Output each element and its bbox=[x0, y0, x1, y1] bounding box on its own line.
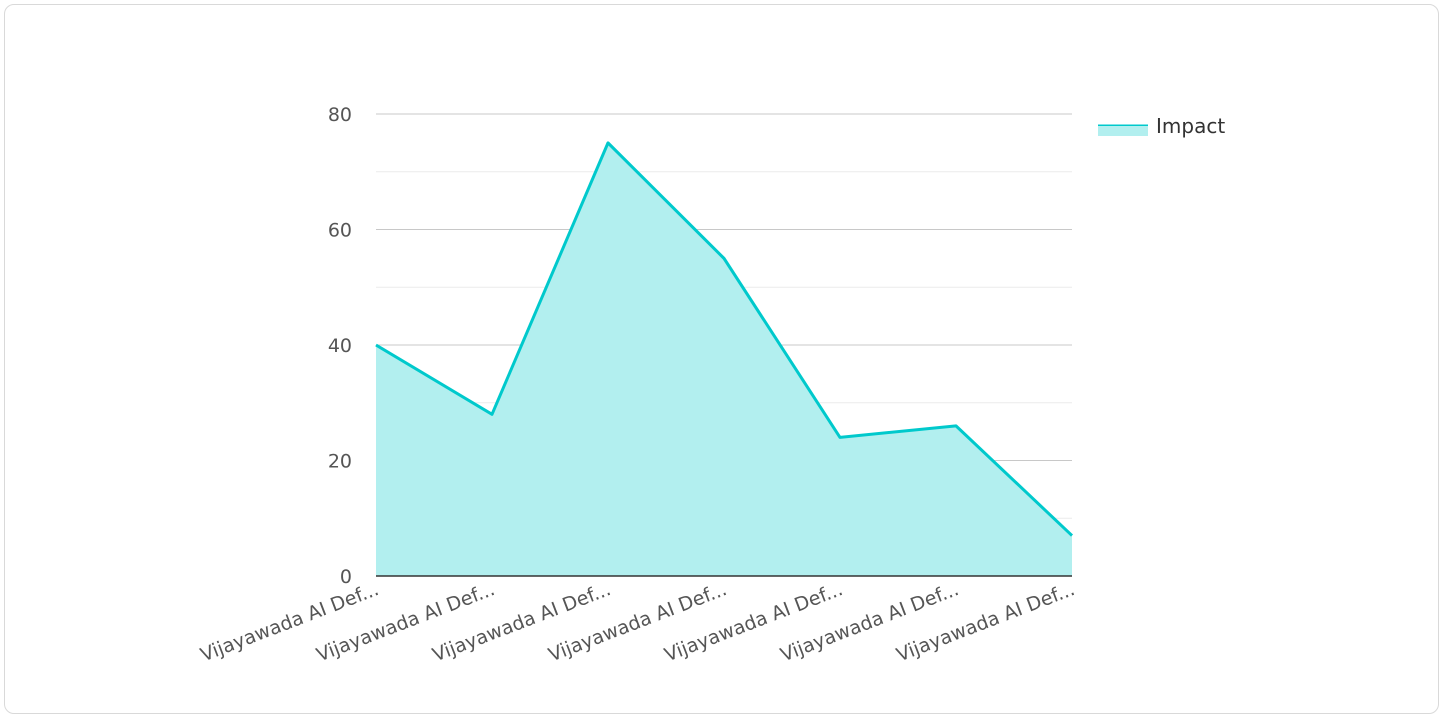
x-axis-tick-labels: Vijayawada AI Def...Vijayawada AI Def...… bbox=[197, 578, 1077, 666]
data-point[interactable] bbox=[951, 421, 961, 431]
y-tick-label: 60 bbox=[328, 220, 352, 242]
data-point[interactable] bbox=[371, 340, 381, 350]
data-point[interactable] bbox=[719, 253, 729, 263]
legend[interactable]: Impact bbox=[1098, 114, 1225, 138]
y-tick-label: 20 bbox=[328, 451, 352, 473]
data-point[interactable] bbox=[835, 432, 845, 442]
series-line-impact bbox=[375, 141, 1074, 537]
data-point[interactable] bbox=[487, 409, 497, 419]
data-point[interactable] bbox=[603, 138, 613, 148]
y-tick-label: 40 bbox=[328, 335, 352, 357]
area-chart: 0 20 40 60 80 Vijayawada AI Def...Vijayawada… bbox=[197, 104, 1225, 666]
legend-label-impact: Impact bbox=[1156, 114, 1225, 138]
series-area-fill-impact bbox=[376, 142, 1072, 576]
legend-fill-swatch bbox=[1098, 126, 1148, 136]
y-axis-tick-labels: 0 20 40 60 80 bbox=[328, 104, 352, 588]
data-point[interactable] bbox=[1067, 531, 1077, 541]
y-tick-label: 0 bbox=[340, 566, 352, 588]
y-tick-label: 80 bbox=[328, 104, 352, 126]
